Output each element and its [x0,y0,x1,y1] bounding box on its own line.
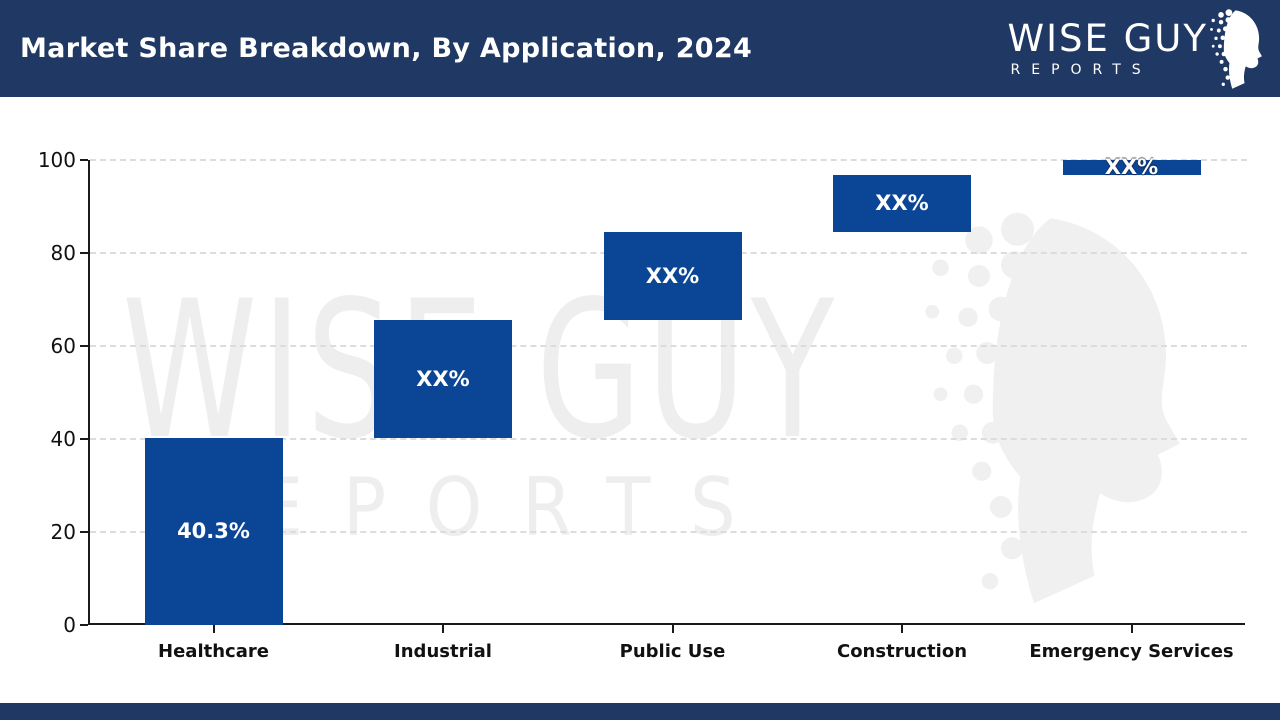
bar-value-label: 40.3% [177,519,250,544]
header-bar: Market Share Breakdown, By Application, … [0,0,1280,97]
bar-value-label: XX% [875,191,929,216]
gridline [90,159,1247,161]
y-tick-label: 80 [50,241,76,265]
bar-healthcare: 40.3% [144,437,283,625]
logo-wordmark: WISE GUY [1007,16,1208,60]
bar-emergency-services: XX% [1062,155,1201,179]
bar-industrial: XX% [374,320,512,438]
y-tick-label: 40 [50,427,76,451]
plot-area: 0 20 40 60 80 100 40.3% Healthcare XX% Industrial… [38,148,1247,662]
y-tick-label: 0 [63,613,76,637]
gridline [90,531,1247,533]
x-axis-label: Emergency Services [1029,641,1234,662]
bar-value-label: XX% [1104,155,1159,180]
bar-construction: XX% [833,174,971,233]
x-tick-mark [212,625,215,633]
x-axis-label: Public Use [619,641,726,662]
x-axis-label: Industrial [394,641,492,662]
y-tick-label: 60 [50,334,76,358]
bar-value-label: XX% [416,367,470,391]
y-tick-mark [80,159,88,161]
gridline [90,345,1247,347]
wiseguy-logo-text: WISE GUY REPORTS [1008,20,1208,78]
y-tick-mark [80,438,88,440]
x-tick-mark [1130,625,1133,633]
y-tick-label: 20 [50,520,76,544]
x-axis-label: Construction [836,641,968,662]
wiseguy-logo: WISE GUY REPORTS [1008,7,1266,91]
x-axis-label: Healthcare [158,641,269,662]
y-tick-label: 100 [37,148,76,172]
y-tick-mark [80,624,88,626]
x-tick-mark [901,625,903,633]
page-title: Market Share Breakdown, By Application, … [20,33,753,64]
bar-value-label: XX% [645,264,700,289]
logo-subtitle: REPORTS [1010,61,1152,78]
y-tick-mark [80,531,88,533]
gridline [90,438,1247,440]
x-tick-mark [442,625,444,633]
footer-bar [0,703,1280,720]
x-tick-mark [671,625,674,633]
bar-public-use: XX% [603,232,742,321]
wiseguy-head-icon [1210,8,1262,89]
y-tick-mark [80,252,88,254]
y-tick-mark [80,345,88,347]
